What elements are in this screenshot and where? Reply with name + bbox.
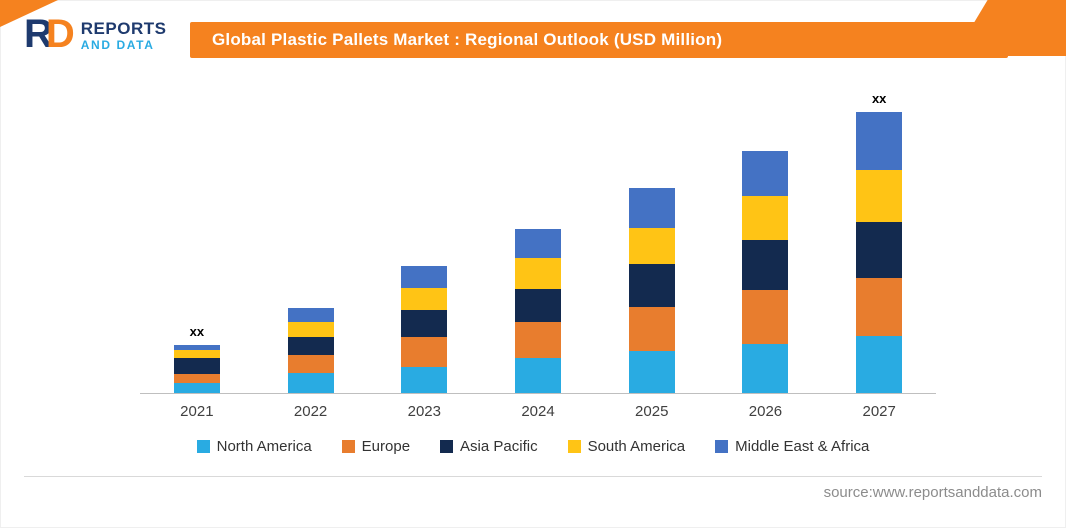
bar-annotation-2027: xx [871, 91, 887, 106]
bar-segment-asia-pacific [287, 337, 334, 355]
legend-label-north-america: North America [216, 438, 312, 455]
bar-segment-middle-east-africa [287, 308, 334, 322]
bar-segment-asia-pacific [856, 222, 903, 278]
bar-segment-south-america [401, 288, 448, 310]
x-axis-label-2023: 2023 [407, 403, 441, 420]
x-axis-label-2021: 2021 [180, 403, 214, 420]
bar-stack-2025 [628, 188, 675, 393]
legend-item-asia-pacific: Asia Pacific [440, 438, 538, 455]
bar-segment-north-america [515, 358, 562, 393]
bar-2026 [709, 93, 823, 393]
bar-segment-north-america [742, 344, 789, 393]
bar-stack-2024 [515, 229, 562, 393]
title-banner: Global Plastic Pallets Market : Regional… [190, 22, 1008, 58]
bar-2023 [367, 93, 481, 393]
bar-segment-asia-pacific [742, 240, 789, 290]
x-axis-label-2027: 2027 [862, 403, 896, 420]
bar-segment-europe [287, 355, 334, 373]
logo-text: REPORTS AND DATA [80, 16, 167, 53]
chart-title: Global Plastic Pallets Market : Regional… [212, 30, 723, 49]
bar-segment-europe [628, 307, 675, 351]
bar-stack-2022 [287, 308, 334, 393]
bar-segment-north-america [628, 351, 675, 393]
bar-2025 [595, 93, 709, 393]
legend-swatch-europe [341, 440, 355, 453]
bar-annotation-2021: xx [189, 324, 205, 339]
bar-segment-asia-pacific [515, 289, 562, 322]
legend-label-europe: Europe [361, 438, 411, 455]
bar-segment-europe [173, 374, 220, 383]
legend-label-south-america: South America [587, 438, 686, 455]
bar-segment-asia-pacific [628, 264, 675, 307]
legend-swatch-north-america [196, 440, 210, 453]
bar-segment-south-america [742, 196, 789, 240]
bar-segment-middle-east-africa [856, 112, 903, 170]
source-text: source:www.reportsanddata.com [823, 484, 1042, 501]
bar-segment-south-america [515, 258, 562, 289]
legend: North America Europe Asia Pacific South Ame… [0, 438, 1066, 455]
bar-segment-middle-east-africa [515, 229, 562, 258]
bar-2024 [481, 93, 595, 393]
legend-item-north-america: North America [196, 438, 312, 455]
plot-area: xx xx [140, 91, 936, 394]
legend-swatch-middle-east-africa [715, 440, 729, 453]
bar-stack-2023 [401, 266, 448, 393]
bar-segment-asia-pacific [401, 310, 448, 337]
legend-swatch-asia-pacific [440, 440, 454, 453]
x-axis-label-2022: 2022 [293, 403, 328, 420]
x-axis-label-2025: 2025 [635, 403, 669, 420]
bar-segment-north-america [401, 367, 448, 393]
bar-segment-middle-east-africa [401, 266, 448, 288]
bar-2022 [254, 93, 368, 393]
bar-segment-north-america [287, 373, 334, 393]
bar-segment-south-america [287, 322, 334, 337]
legend-swatch-south-america [567, 440, 581, 453]
logo-text-and-data: AND DATA [80, 38, 155, 52]
bar-segment-europe [401, 337, 448, 367]
bar-segment-south-america [628, 228, 675, 264]
bar-2021: xx [140, 93, 254, 393]
logo-text-reports: REPORTS [80, 19, 167, 38]
bar-segment-europe [515, 322, 562, 358]
logo-letter-d: D [45, 12, 75, 56]
bar-stack-2021 [173, 345, 220, 393]
bar-2027: xx [822, 91, 936, 393]
bar-segment-middle-east-africa [742, 151, 789, 196]
bar-segment-europe [742, 290, 789, 344]
footer-divider [24, 476, 1042, 477]
stacked-bar-chart: xx xx 2021 2022 2023 2024 2025 2026 2027 [140, 91, 936, 420]
x-axis-label-2026: 2026 [748, 403, 783, 420]
bar-segment-middle-east-africa [628, 188, 675, 228]
x-axis: 2021 2022 2023 2024 2025 2026 2027 [140, 394, 936, 420]
bar-segment-north-america [856, 336, 903, 393]
x-axis-label-2024: 2024 [521, 403, 555, 420]
bar-segment-south-america [173, 350, 220, 358]
legend-label-middle-east-africa: Middle East & Africa [735, 438, 870, 455]
logo-letter-r: R [24, 12, 53, 56]
legend-item-middle-east-africa: Middle East & Africa [715, 438, 869, 455]
bar-segment-asia-pacific [173, 358, 220, 374]
legend-item-europe: Europe [341, 438, 411, 455]
legend-label-asia-pacific: Asia Pacific [460, 438, 538, 455]
bar-segment-south-america [856, 170, 903, 222]
bar-segment-middle-east-africa [173, 345, 220, 350]
bar-segment-europe [856, 278, 903, 336]
bar-stack-2027 [856, 112, 903, 393]
bar-segment-north-america [173, 383, 220, 393]
legend-item-south-america: South America [567, 438, 686, 455]
bar-stack-2026 [742, 151, 789, 393]
